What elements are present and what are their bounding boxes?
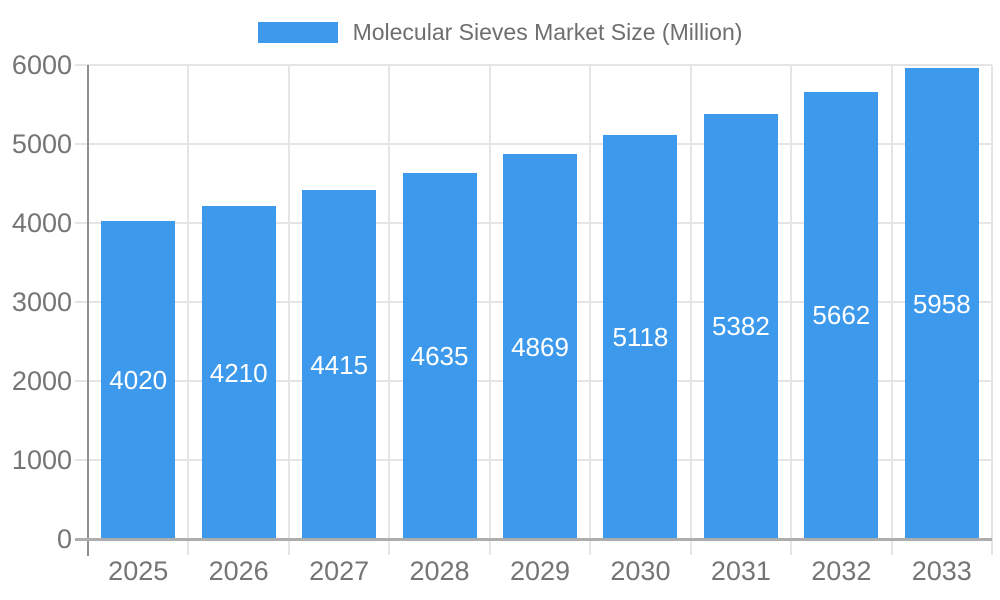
bar-value-label: 5382 xyxy=(711,311,770,342)
x-gridline xyxy=(890,65,893,555)
x-gridline xyxy=(488,65,491,555)
x-gridline xyxy=(689,65,692,555)
x-axis-label: 2028 xyxy=(409,556,470,586)
y-axis-label: 2000 xyxy=(11,366,72,396)
bar[interactable] xyxy=(703,113,778,539)
x-axis-line xyxy=(75,538,992,541)
bar[interactable] xyxy=(603,134,678,539)
y-axis-label: 5000 xyxy=(11,129,72,159)
y-axis-label: 0 xyxy=(56,524,72,554)
x-axis-label: 2033 xyxy=(911,556,972,586)
bar-value-label: 4869 xyxy=(511,331,569,362)
legend-label: Molecular Sieves Market Size (Million) xyxy=(352,18,743,45)
bar[interactable] xyxy=(302,190,377,539)
x-gridline xyxy=(388,65,391,555)
bar[interactable] xyxy=(503,154,577,539)
x-gridline xyxy=(991,65,993,555)
y-gridline xyxy=(75,143,992,145)
y-gridline xyxy=(75,64,992,66)
x-axis-label: 2025 xyxy=(108,556,169,586)
bar[interactable] xyxy=(201,206,276,539)
x-axis-label: 2027 xyxy=(309,556,370,586)
bar-value-label: 4415 xyxy=(310,349,369,380)
bar-value-label: 5958 xyxy=(912,288,971,319)
bar-value-label: 4635 xyxy=(410,340,469,371)
bar[interactable] xyxy=(904,68,979,539)
bar-value-label: 5118 xyxy=(612,321,669,352)
legend-swatch xyxy=(257,21,338,43)
y-axis-line xyxy=(87,65,89,556)
y-axis-label: 1000 xyxy=(11,445,72,475)
bar[interactable] xyxy=(402,172,477,539)
x-axis-label: 2029 xyxy=(509,556,571,586)
y-axis-label: 4000 xyxy=(11,208,72,238)
x-axis-label: 2031 xyxy=(710,556,771,586)
x-gridline xyxy=(287,65,290,555)
y-axis-label: 3000 xyxy=(11,287,72,317)
x-gridline xyxy=(589,65,592,555)
bar[interactable] xyxy=(804,91,879,539)
x-axis-label: 2030 xyxy=(610,556,671,586)
bar-value-label: 4210 xyxy=(209,357,268,388)
legend[interactable]: Molecular Sieves Market Size (Million) xyxy=(0,17,1000,47)
bar-value-label: 5662 xyxy=(812,300,871,331)
x-gridline xyxy=(790,65,793,555)
bar-value-label: 4020 xyxy=(109,365,168,396)
x-gridline xyxy=(187,65,190,555)
x-axis-label: 2026 xyxy=(208,556,269,586)
y-axis-label: 6000 xyxy=(11,50,72,80)
x-axis-label: 2032 xyxy=(811,556,872,586)
bar[interactable] xyxy=(101,221,176,539)
